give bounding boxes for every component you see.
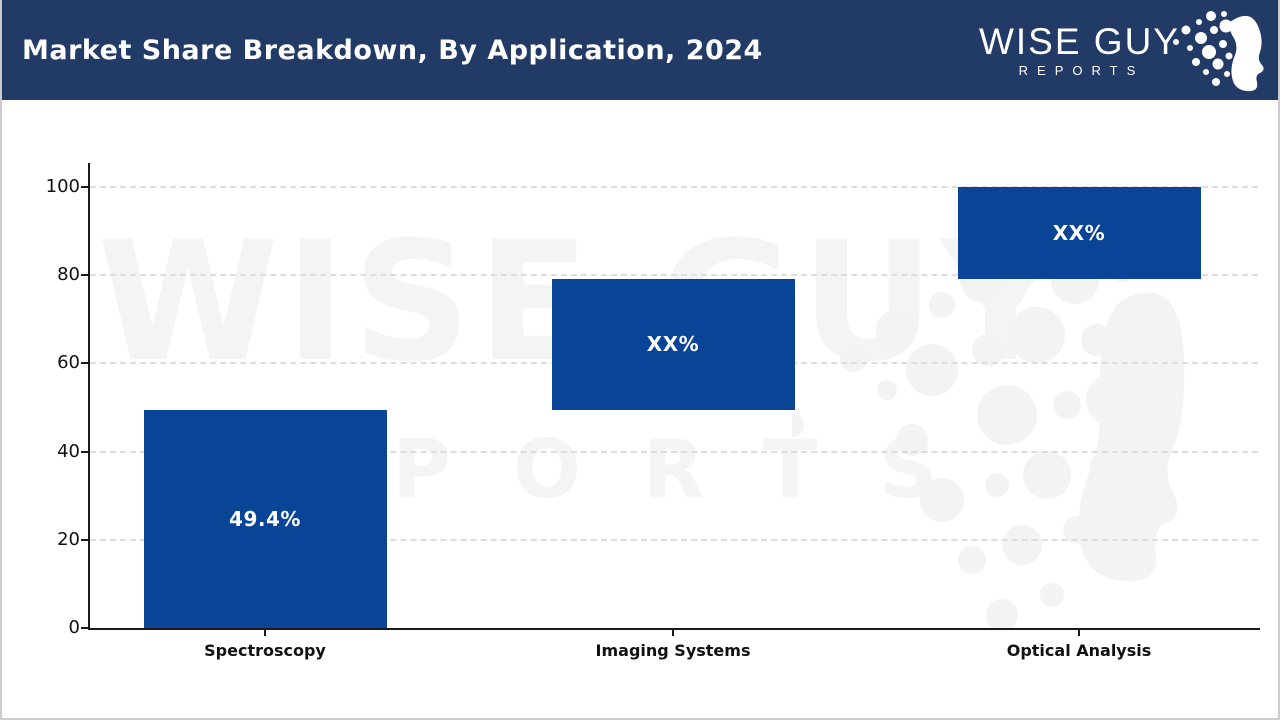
ytick-mark xyxy=(81,362,88,365)
ytick-mark xyxy=(81,538,88,541)
xtick-mark xyxy=(672,630,674,636)
ytick-label: 80 xyxy=(57,264,80,286)
ytick-label: 20 xyxy=(57,528,80,550)
category-label: Optical Analysis xyxy=(1006,641,1152,660)
bar-value-label: XX% xyxy=(646,332,700,357)
gridline xyxy=(90,274,1258,277)
watermark-face-dots-icon xyxy=(792,251,1185,631)
bar-value-label: XX% xyxy=(1052,220,1106,245)
xtick-mark xyxy=(1078,630,1080,636)
bar-spectroscopy: 49.4% xyxy=(143,410,387,628)
gridline xyxy=(90,538,1258,541)
gridline xyxy=(90,186,1258,188)
x-axis-spine xyxy=(88,628,1260,630)
ytick-label: 60 xyxy=(57,352,80,374)
bar-value-label: 49.4% xyxy=(229,507,301,532)
y-axis-spine xyxy=(88,163,90,630)
ytick-label: 0 xyxy=(68,617,80,638)
ytick-label: 100 xyxy=(45,176,80,197)
header-bar: Market Share Breakdown, By Application, … xyxy=(2,0,1278,100)
xtick-mark xyxy=(264,630,266,636)
gridline xyxy=(90,450,1258,453)
wiseguy-logo-face-icon xyxy=(1173,11,1264,92)
ytick-mark xyxy=(81,627,88,629)
wiseguy-logo: WISE GUY REPORTS xyxy=(979,4,1278,96)
category-label: Spectroscopy xyxy=(204,641,326,660)
wiseguy-logo-line1: WISE GUY xyxy=(978,20,1180,62)
page-title: Market Share Breakdown, By Application, … xyxy=(22,34,763,66)
ytick-label: 40 xyxy=(57,440,80,462)
category-label: Imaging Systems xyxy=(595,641,751,660)
wiseguy-logo-text: WISE GUY REPORTS xyxy=(979,23,1180,78)
bar-imaging-systems: XX% xyxy=(551,278,795,411)
watermark-layer: WISE GUY REPORTS xyxy=(2,100,1278,718)
bar-optical-analysis: XX% xyxy=(957,187,1201,279)
wiseguy-logo-line2: REPORTS xyxy=(1018,62,1145,78)
ytick-mark xyxy=(81,450,88,453)
ytick-mark xyxy=(81,274,88,277)
ytick-mark xyxy=(81,186,88,188)
